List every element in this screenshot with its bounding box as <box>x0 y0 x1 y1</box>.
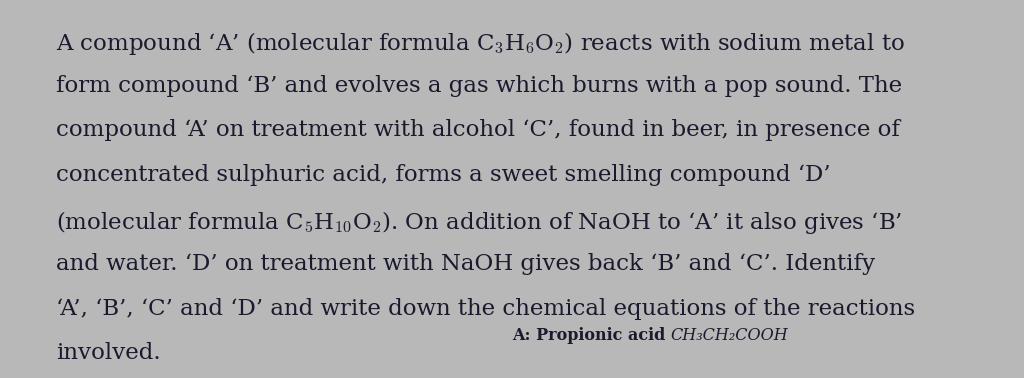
Text: concentrated sulphuric acid, forms a sweet smelling compound ‘D’: concentrated sulphuric acid, forms a swe… <box>56 164 830 186</box>
Text: A: Propionic acid: A: Propionic acid <box>512 327 671 344</box>
Text: and water. ‘D’ on treatment with NaOH gives back ‘B’ and ‘C’. Identify: and water. ‘D’ on treatment with NaOH gi… <box>56 253 876 275</box>
Text: form compound ‘B’ and evolves a gas which burns with a pop sound. The: form compound ‘B’ and evolves a gas whic… <box>56 75 902 97</box>
Text: compound ‘A’ on treatment with alcohol ‘C’, found in beer, in presence of: compound ‘A’ on treatment with alcohol ‘… <box>56 119 900 141</box>
Text: ‘A’, ‘B’, ‘C’ and ‘D’ and write down the chemical equations of the reactions: ‘A’, ‘B’, ‘C’ and ‘D’ and write down the… <box>56 298 915 320</box>
Text: A compound ‘A’ (molecular formula C$_3$H$_6$O$_2$) reacts with sodium metal to: A compound ‘A’ (molecular formula C$_3$H… <box>56 30 905 57</box>
Text: CH₃CH₂COOH: CH₃CH₂COOH <box>671 327 788 344</box>
Text: involved.: involved. <box>56 342 161 364</box>
Text: (molecular formula C$_5$H$_{10}$O$_2$). On addition of NaOH to ‘A’ it also gives: (molecular formula C$_5$H$_{10}$O$_2$). … <box>56 209 903 235</box>
